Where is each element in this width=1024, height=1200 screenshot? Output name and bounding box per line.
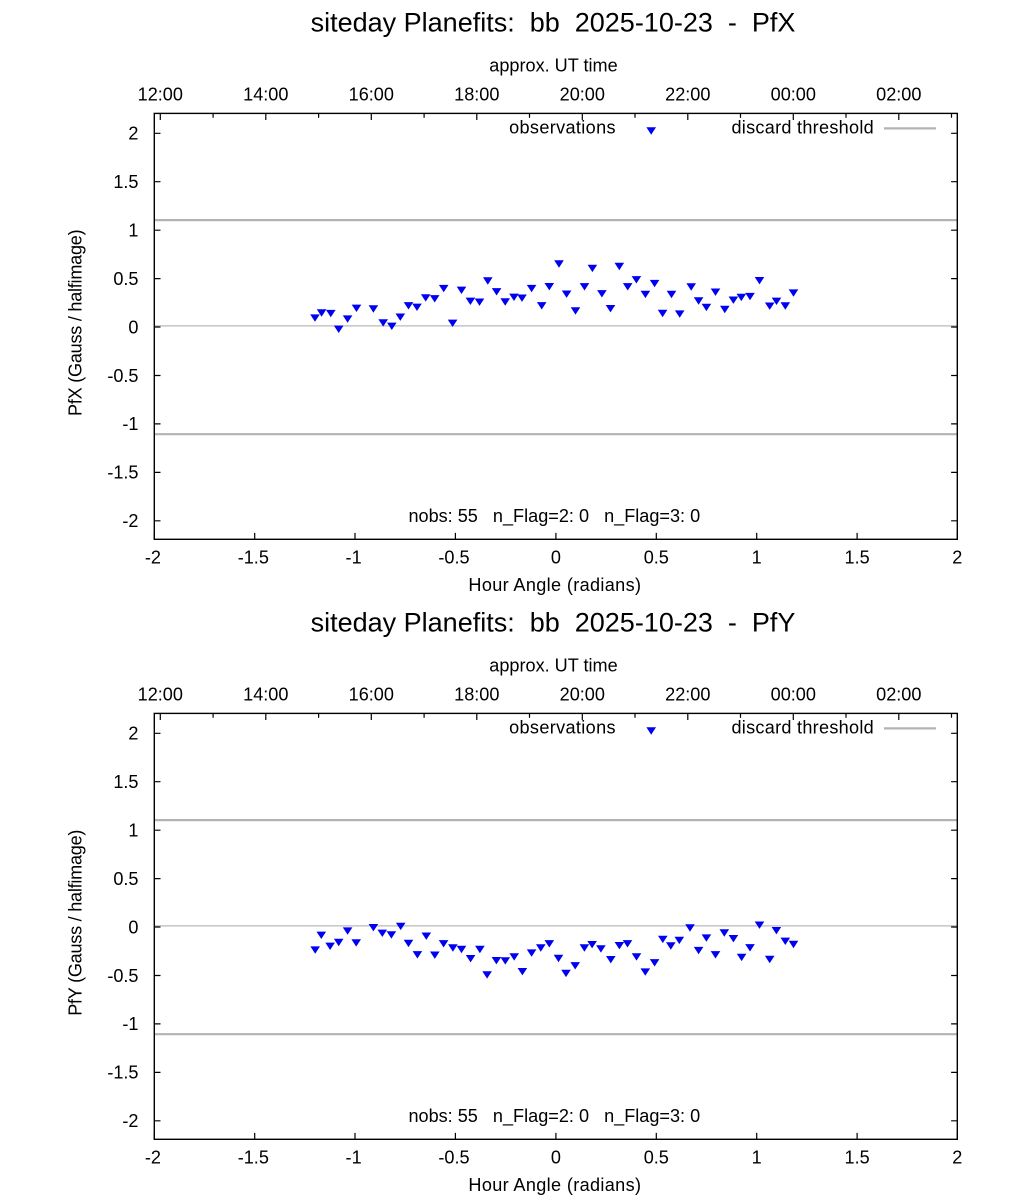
svg-text:16:00: 16:00 (349, 85, 394, 105)
svg-text:12:00: 12:00 (138, 85, 183, 105)
svg-text:Hour Angle (radians): Hour Angle (radians) (468, 575, 641, 595)
svg-text:-0.5: -0.5 (438, 547, 469, 567)
svg-text:PfX (Gauss / halfimage): PfX (Gauss / halfimage) (66, 230, 86, 416)
svg-text:2: 2 (952, 1147, 962, 1167)
svg-text:observations: observations (509, 718, 616, 738)
svg-text:approx. UT time: approx. UT time (489, 56, 617, 76)
svg-text:-1.5: -1.5 (107, 1063, 138, 1083)
svg-text:18:00: 18:00 (454, 85, 499, 105)
svg-text:-2: -2 (145, 547, 161, 567)
svg-text:-0.5: -0.5 (438, 1147, 469, 1167)
svg-text:-1: -1 (346, 1147, 362, 1167)
svg-text:-1.5: -1.5 (238, 547, 269, 567)
svg-text:-1: -1 (122, 414, 138, 434)
svg-text:22:00: 22:00 (665, 85, 710, 105)
svg-text:1.5: 1.5 (113, 172, 138, 192)
svg-text:20:00: 20:00 (560, 85, 605, 105)
svg-text:2: 2 (952, 547, 962, 567)
svg-text:22:00: 22:00 (665, 685, 710, 705)
svg-text:-2: -2 (122, 1111, 138, 1131)
svg-text:nobs: 55 n_Flag=2: 0 n_Fla: nobs: 55 n_Flag=2: 0 n_Flag=3: 0 (408, 506, 700, 527)
svg-text:0.5: 0.5 (113, 269, 138, 289)
svg-text:16:00: 16:00 (349, 685, 394, 705)
svg-text:02:00: 02:00 (876, 685, 921, 705)
svg-text:0: 0 (551, 1147, 561, 1167)
svg-text:0: 0 (551, 547, 561, 567)
svg-text:discard threshold: discard threshold (731, 718, 874, 738)
svg-text:14:00: 14:00 (243, 85, 288, 105)
svg-text:approx. UT time: approx. UT time (489, 656, 617, 676)
svg-text:-2: -2 (122, 511, 138, 531)
svg-text:1: 1 (128, 221, 138, 241)
svg-text:-1.5: -1.5 (107, 463, 138, 483)
svg-text:1.5: 1.5 (845, 1147, 870, 1167)
svg-text:0.5: 0.5 (644, 547, 669, 567)
svg-text:0: 0 (128, 317, 138, 337)
svg-text:nobs: 55 n_Flag=2: 0 n_Fla: nobs: 55 n_Flag=2: 0 n_Flag=3: 0 (408, 1106, 700, 1127)
svg-text:-2: -2 (145, 1147, 161, 1167)
svg-text:1.5: 1.5 (845, 547, 870, 567)
svg-text:0: 0 (128, 917, 138, 937)
svg-text:1: 1 (128, 821, 138, 841)
svg-text:PfY (Gauss / halfimage): PfY (Gauss / halfimage) (66, 830, 86, 1016)
svg-text:00:00: 00:00 (771, 685, 816, 705)
svg-text:0.5: 0.5 (644, 1147, 669, 1167)
svg-text:1: 1 (752, 1147, 762, 1167)
svg-text:Hour Angle (radians): Hour Angle (radians) (468, 1175, 641, 1195)
svg-text:-1.5: -1.5 (238, 1147, 269, 1167)
svg-text:discard threshold: discard threshold (731, 118, 874, 138)
svg-text:observations: observations (509, 118, 616, 138)
svg-text:18:00: 18:00 (454, 685, 499, 705)
svg-text:-0.5: -0.5 (107, 966, 138, 986)
svg-text:-1: -1 (346, 547, 362, 567)
svg-text:1.5: 1.5 (113, 772, 138, 792)
svg-text:20:00: 20:00 (560, 685, 605, 705)
svg-text:2: 2 (128, 724, 138, 744)
svg-text:1: 1 (752, 547, 762, 567)
svg-text:00:00: 00:00 (771, 85, 816, 105)
svg-text:-0.5: -0.5 (107, 366, 138, 386)
svg-text:2: 2 (128, 124, 138, 144)
svg-text:0.5: 0.5 (113, 869, 138, 889)
svg-text:-1: -1 (122, 1014, 138, 1034)
svg-text:12:00: 12:00 (138, 685, 183, 705)
svg-text:14:00: 14:00 (243, 685, 288, 705)
svg-text:siteday Planefits: bb 2025-1: siteday Planefits: bb 2025-10-23 - PfY (311, 608, 796, 638)
svg-text:siteday Planefits: bb 2025-1: siteday Planefits: bb 2025-10-23 - PfX (311, 8, 796, 38)
svg-text:02:00: 02:00 (876, 85, 921, 105)
